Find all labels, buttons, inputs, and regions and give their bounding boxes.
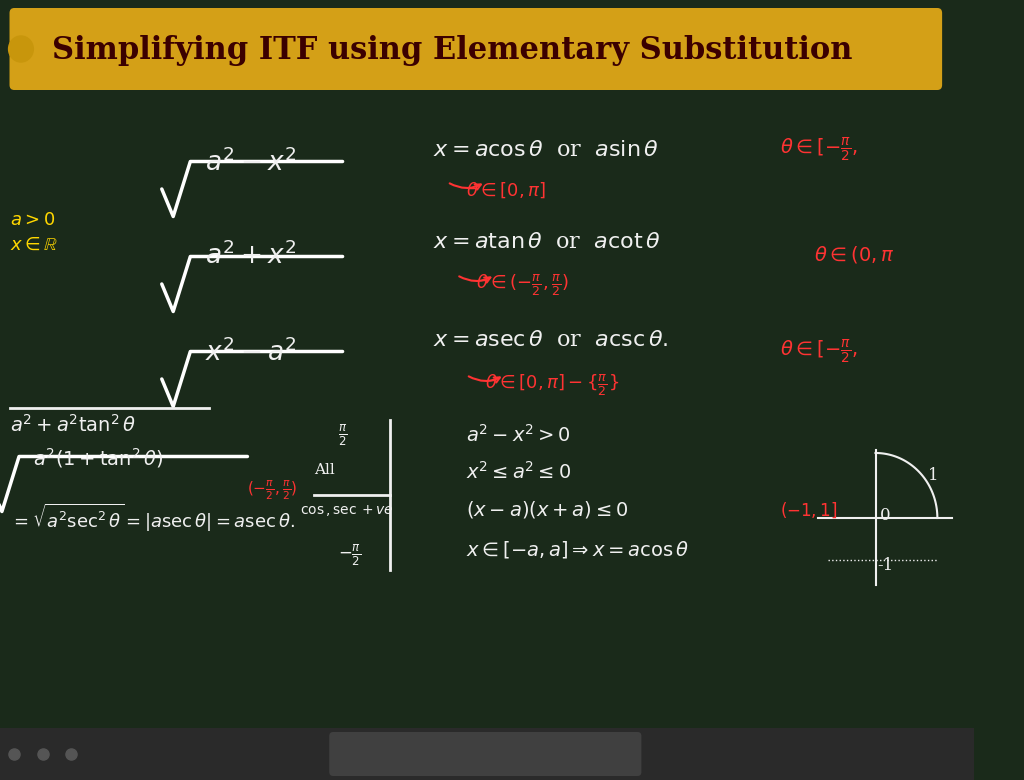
Text: $= \sqrt{a^2\sec^2\theta} = |a\sec\theta| = a\sec\theta.$: $= \sqrt{a^2\sec^2\theta} = |a\sec\theta…	[9, 502, 294, 534]
Text: $(-1,1]$: $(-1,1]$	[780, 500, 838, 519]
Text: 0: 0	[881, 506, 891, 523]
FancyBboxPatch shape	[0, 728, 975, 780]
Text: $x = a\cos\theta$  or  $a\sin\theta$: $x = a\cos\theta$ or $a\sin\theta$	[433, 139, 659, 161]
Text: All: All	[314, 463, 335, 477]
Text: $(-\frac{\pi}{2}, \frac{\pi}{2})$: $(-\frac{\pi}{2}, \frac{\pi}{2})$	[248, 478, 298, 502]
Text: $\theta \in [0, \pi]$: $\theta \in [0, \pi]$	[466, 180, 546, 200]
Text: $-\frac{\pi}{2}$: $-\frac{\pi}{2}$	[338, 542, 361, 568]
Text: $a^2 + x^2$: $a^2 + x^2$	[205, 241, 296, 269]
Text: $a^2 - x^2 > 0$: $a^2 - x^2 > 0$	[466, 424, 571, 446]
Text: $x = a\tan\theta$  or  $a\cot\theta$: $x = a\tan\theta$ or $a\cot\theta$	[433, 231, 660, 253]
Text: $(x-a)(x+a) \leq 0$: $(x-a)(x+a) \leq 0$	[466, 499, 629, 520]
Text: $a^2 - x^2$: $a^2 - x^2$	[205, 147, 296, 176]
Text: $a > 0$: $a > 0$	[9, 211, 54, 229]
Text: 1: 1	[928, 466, 938, 484]
Text: $x \in \mathbb{R}$: $x \in \mathbb{R}$	[9, 236, 57, 254]
Text: $\theta \in (-\frac{\pi}{2}, \frac{\pi}{2})$: $\theta \in (-\frac{\pi}{2}, \frac{\pi}{…	[476, 272, 569, 298]
FancyBboxPatch shape	[9, 8, 942, 90]
Text: $\theta \in [0,\pi] - \{\frac{\pi}{2}\}$: $\theta \in [0,\pi] - \{\frac{\pi}{2}\}$	[485, 372, 620, 398]
Text: $x^2 - a^2$: $x^2 - a^2$	[205, 338, 296, 367]
Text: $\frac{\pi}{2}$: $\frac{\pi}{2}$	[338, 422, 347, 448]
Text: -1: -1	[878, 556, 894, 573]
Circle shape	[8, 36, 34, 62]
FancyBboxPatch shape	[330, 732, 641, 776]
Text: Simplifying ITF using Elementary Substitution: Simplifying ITF using Elementary Substit…	[52, 36, 853, 66]
Text: $\cos, \sec + ve$: $\cos, \sec + ve$	[300, 502, 393, 517]
Text: $\theta \in [-\frac{\pi}{2},$: $\theta \in [-\frac{\pi}{2},$	[780, 338, 858, 366]
Text: $x \in [-a, a] \Rightarrow x = a\cos\theta$: $x \in [-a, a] \Rightarrow x = a\cos\the…	[466, 540, 689, 561]
Text: $x^2 \leq a^2 \leq 0$: $x^2 \leq a^2 \leq 0$	[466, 461, 571, 483]
Text: $\theta \in [-\frac{\pi}{2},$: $\theta \in [-\frac{\pi}{2},$	[780, 136, 858, 164]
Text: $x = a\sec\theta$  or  $a\csc\theta.$: $x = a\sec\theta$ or $a\csc\theta.$	[433, 329, 669, 351]
Text: $\theta \in (0, \pi$: $\theta \in (0, \pi$	[814, 244, 894, 265]
Text: $a^2(1 + \tan^2\theta)$: $a^2(1 + \tan^2\theta)$	[34, 446, 164, 470]
Text: $a^2 + a^2\tan^2\theta$: $a^2 + a^2\tan^2\theta$	[9, 414, 136, 436]
